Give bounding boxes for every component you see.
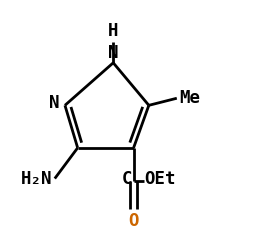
Text: O: O [128, 212, 139, 230]
Text: H₂N: H₂N [21, 169, 52, 188]
Text: H: H [108, 22, 118, 40]
Text: N: N [49, 94, 60, 112]
Text: Me: Me [179, 89, 200, 107]
Text: C: C [122, 169, 132, 188]
Text: OEt: OEt [144, 169, 175, 188]
Text: N: N [108, 44, 118, 62]
